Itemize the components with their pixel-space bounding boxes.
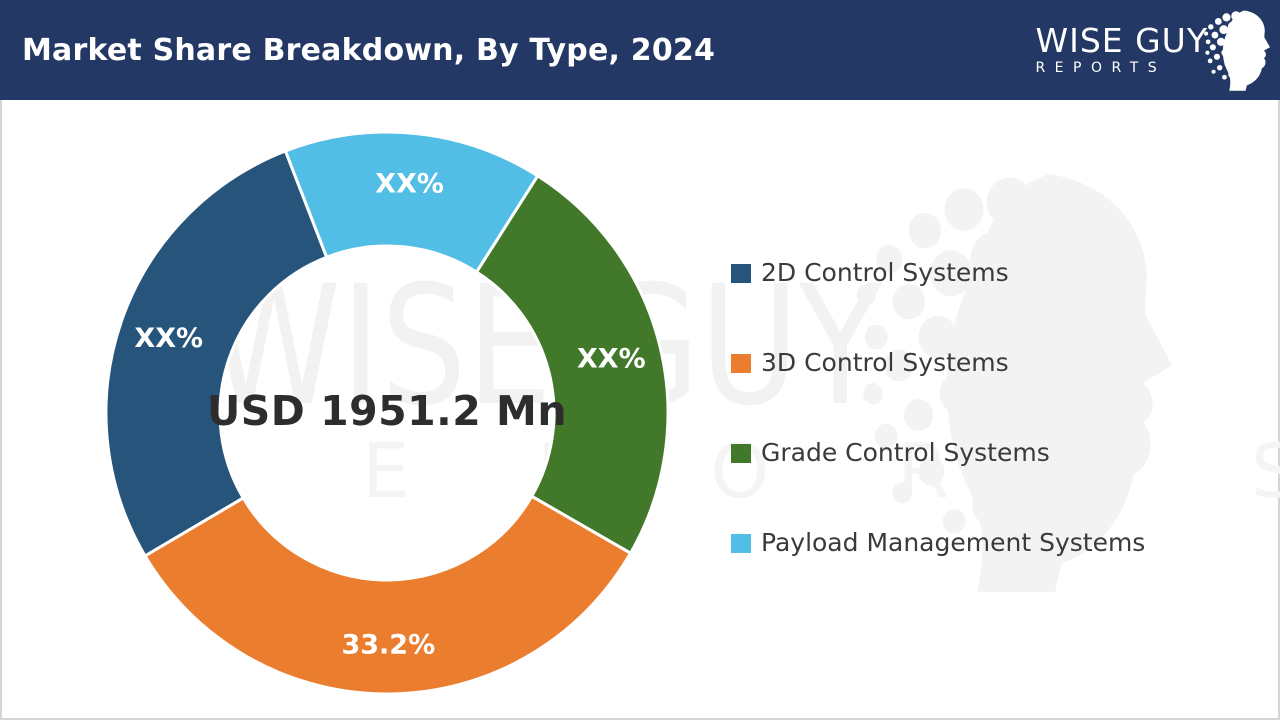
wise-guy-logo: WISE GUY REPORTS: [1035, 9, 1270, 91]
legend-label: 2D Control Systems: [761, 258, 1009, 287]
segment-percentage-label: XX%: [375, 169, 444, 200]
segment-percentage-label: XX%: [577, 343, 646, 374]
segment-percentage-label: 33.2%: [341, 629, 435, 660]
legend-swatch-icon: [731, 533, 751, 553]
donut-chart: XX% XX% 33.2% XX%: [87, 113, 687, 713]
page-title: Market Share Breakdown, By Type, 2024: [22, 32, 716, 68]
logo-face-icon: [1204, 10, 1270, 91]
legend-swatch-icon: [731, 353, 751, 373]
segment-percentage-label: XX%: [134, 323, 203, 354]
logo-reports-label: REPORTS: [1035, 59, 1167, 76]
legend-swatch-icon: [731, 443, 751, 463]
legend-item-payload-management-systems[interactable]: Payload Management Systems: [731, 528, 1145, 558]
donut-segment-2[interactable]: [143, 494, 633, 696]
logo-text: WISE GUY REPORTS: [1035, 24, 1208, 76]
legend-label: Payload Management Systems: [761, 528, 1146, 557]
legend-label: Grade Control Systems: [761, 438, 1050, 467]
donut-segment-3[interactable]: [104, 149, 329, 558]
logo-wiseguy-label: WISE GUY: [1035, 21, 1208, 61]
chart-center-value: USD 1951.2 Mn: [206, 387, 568, 435]
legend-item-2d-control-systems[interactable]: 2D Control Systems: [731, 258, 1145, 288]
legend-swatch-icon: [731, 263, 751, 283]
legend-item-grade-control-systems[interactable]: Grade Control Systems: [731, 438, 1145, 468]
header-bar: Market Share Breakdown, By Type, 2024 WI…: [0, 0, 1280, 100]
chart-legend: 2D Control Systems 3D Control Systems Gr…: [731, 258, 1145, 558]
legend-label: 3D Control Systems: [761, 348, 1009, 377]
legend-item-3d-control-systems[interactable]: 3D Control Systems: [731, 348, 1145, 378]
donut-segment-1[interactable]: [475, 174, 670, 555]
